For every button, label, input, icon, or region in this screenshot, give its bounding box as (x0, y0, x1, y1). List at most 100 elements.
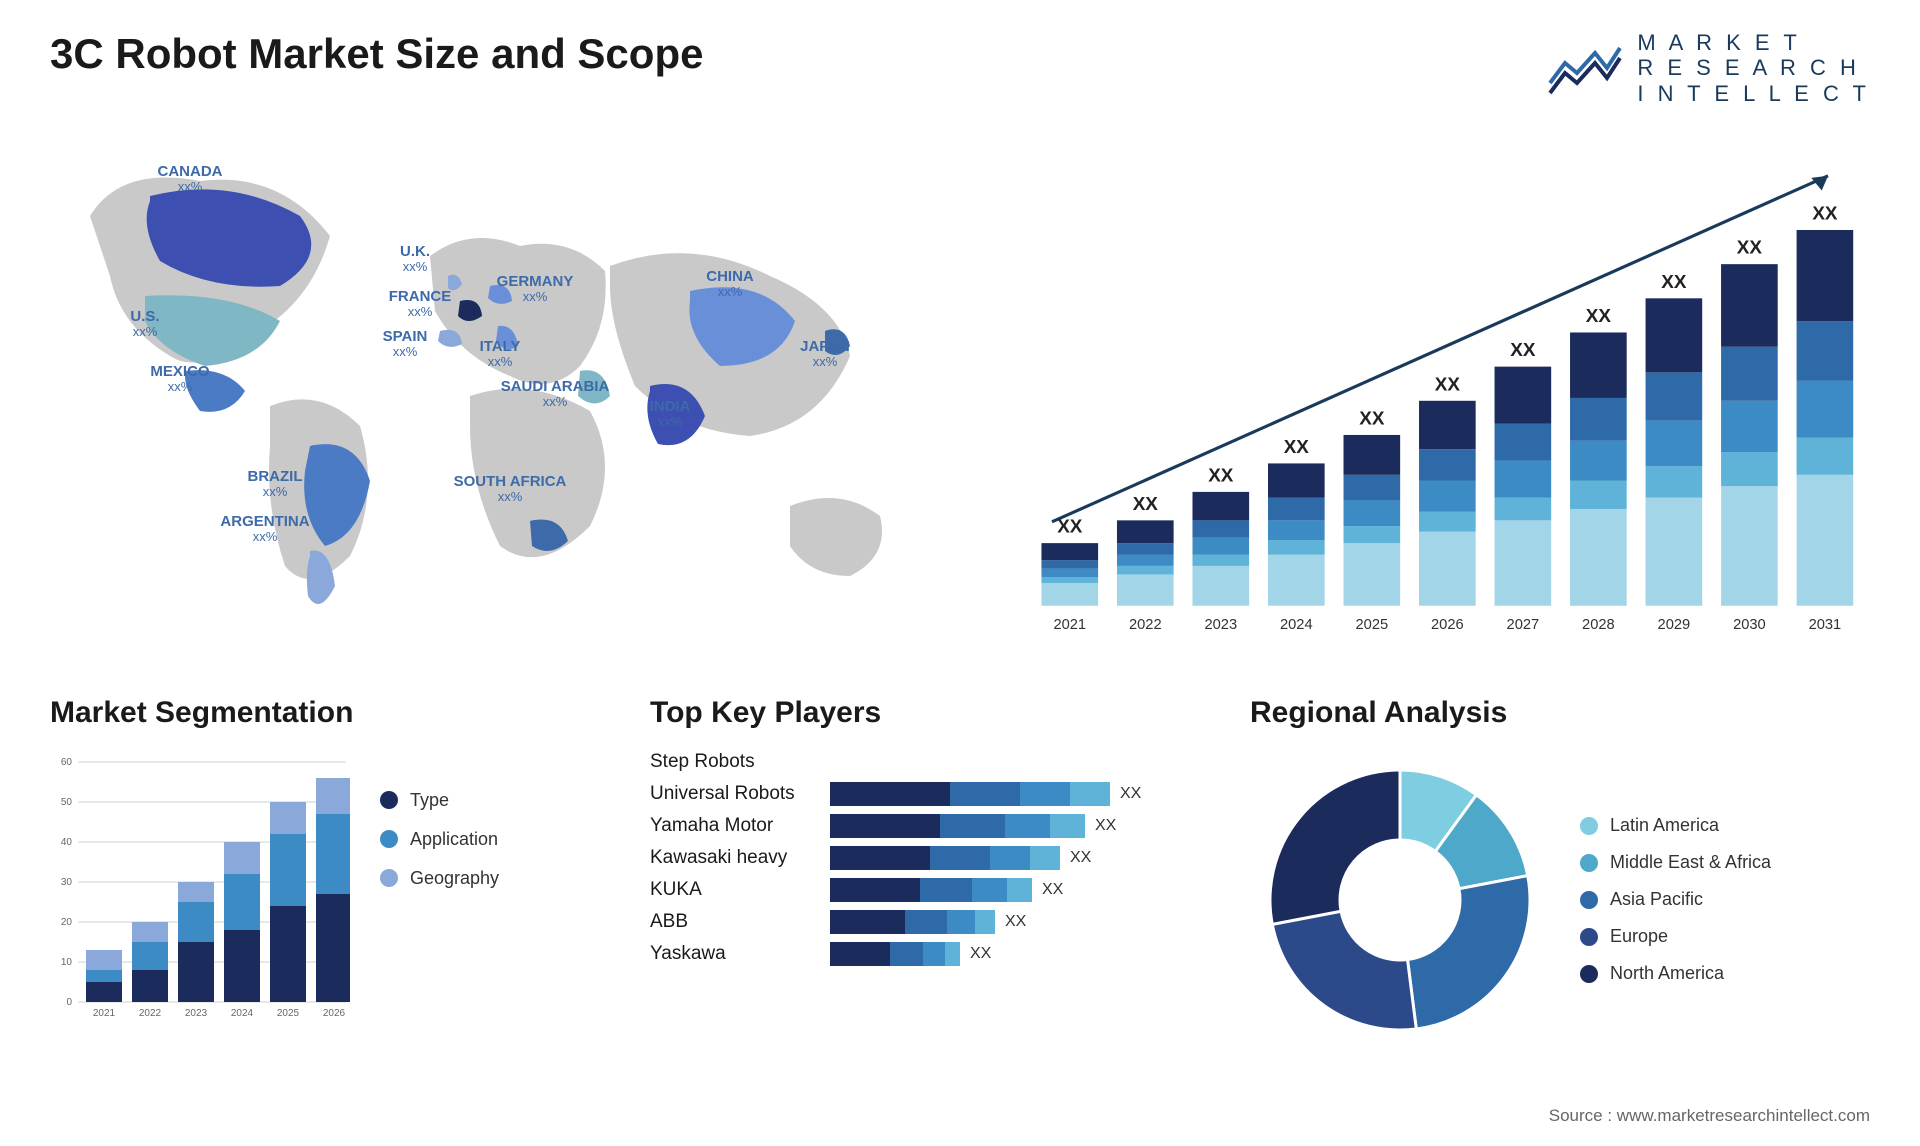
player-bar: XX (830, 878, 1210, 902)
svg-text:CANADA: CANADA (158, 163, 223, 180)
year-label: 2027 (1507, 617, 1540, 633)
logo-icon (1545, 38, 1625, 98)
player-name: Yamaha Motor (650, 815, 830, 837)
map-svg: CANADAxx%U.S.xx%MEXICOxx%BRAZILxx%ARGENT… (50, 126, 950, 666)
bar-value-label: XX (1812, 202, 1838, 223)
legend-label: Latin America (1610, 815, 1719, 836)
player-bar-segment (1005, 814, 1050, 838)
player-bar-segment (830, 942, 890, 966)
svg-text:CHINA: CHINA (706, 268, 754, 285)
player-bar-segment (940, 814, 1005, 838)
legend-dot (380, 869, 398, 887)
svg-text:xx%: xx% (543, 394, 568, 409)
segmentation-legend: Type Application Geography (380, 750, 499, 1030)
svg-text:JAPAN: JAPAN (800, 338, 850, 355)
bar-value-label: XX (1661, 271, 1687, 292)
legend-item: Application (380, 829, 499, 850)
donut-svg (1250, 750, 1550, 1050)
svg-text:30: 30 (61, 877, 73, 888)
logo-line-1: M A R K E T (1637, 30, 1870, 55)
svg-text:U.S.: U.S. (130, 308, 159, 325)
source-attribution: Source : www.marketresearchintellect.com (1549, 1106, 1870, 1126)
bar-value-label: XX (1510, 339, 1536, 360)
legend-dot (380, 791, 398, 809)
players-list: Step RobotsUniversal RobotsXXYamaha Moto… (650, 750, 1210, 966)
legend-item: Geography (380, 868, 499, 889)
regional-donut (1250, 750, 1550, 1050)
year-label: 2025 (1356, 617, 1389, 633)
svg-text:xx%: xx% (498, 489, 523, 504)
player-bar-segment (830, 814, 940, 838)
player-value: XX (1042, 881, 1063, 899)
svg-text:xx%: xx% (168, 379, 193, 394)
year-label: 2021 (1053, 617, 1086, 633)
bar-value-label: XX (1284, 436, 1310, 457)
player-row: Yamaha MotorXX (650, 814, 1210, 838)
player-bar-segment (990, 846, 1030, 870)
legend-label: Asia Pacific (1610, 889, 1703, 910)
page-title: 3C Robot Market Size and Scope (50, 30, 703, 78)
svg-text:2024: 2024 (231, 1008, 254, 1019)
legend-item: Type (380, 790, 499, 811)
svg-text:SOUTH AFRICA: SOUTH AFRICA (454, 473, 567, 490)
player-value: XX (970, 945, 991, 963)
logo-text: M A R K E T R E S E A R C H I N T E L L … (1637, 30, 1870, 106)
svg-text:U.K.: U.K. (400, 243, 430, 260)
legend-dot (1580, 891, 1598, 909)
player-bar-segment (950, 782, 1020, 806)
svg-text:BRAZIL: BRAZIL (248, 468, 303, 485)
legend-label: Geography (410, 868, 499, 889)
svg-text:20: 20 (61, 917, 73, 928)
player-name: Universal Robots (650, 783, 830, 805)
player-bar-segment (905, 910, 947, 934)
legend-item: Europe (1580, 926, 1771, 947)
forecast-chart: 2021XX2022XX2023XX2024XX2025XX2026XX2027… (1010, 126, 1870, 666)
legend-dot (1580, 817, 1598, 835)
legend-label: Type (410, 790, 449, 811)
brand-logo: M A R K E T R E S E A R C H I N T E L L … (1545, 30, 1870, 106)
header: 3C Robot Market Size and Scope M A R K E… (50, 30, 1870, 106)
player-row: Kawasaki heavyXX (650, 846, 1210, 870)
svg-text:SPAIN: SPAIN (383, 328, 428, 345)
svg-text:60: 60 (61, 757, 73, 768)
player-bar-segment (923, 942, 945, 966)
player-bar-segment (920, 878, 972, 902)
svg-text:xx%: xx% (488, 354, 513, 369)
bar-value-label: XX (1133, 493, 1159, 514)
legend-item: Asia Pacific (1580, 889, 1771, 910)
bar-value-label: XX (1359, 407, 1385, 428)
world-map: CANADAxx%U.S.xx%MEXICOxx%BRAZILxx%ARGENT… (50, 126, 950, 666)
svg-text:10: 10 (61, 957, 73, 968)
svg-text:SAUDI ARABIA: SAUDI ARABIA (501, 378, 610, 395)
svg-text:xx%: xx% (253, 529, 278, 544)
svg-text:xx%: xx% (408, 304, 433, 319)
bar-value-label: XX (1057, 516, 1083, 537)
bar-value-label: XX (1208, 464, 1234, 485)
legend-label: Middle East & Africa (1610, 852, 1771, 873)
segmentation-title: Market Segmentation (50, 696, 610, 730)
player-row: YaskawaXX (650, 942, 1210, 966)
svg-text:GERMANY: GERMANY (497, 273, 574, 290)
player-value: XX (1070, 849, 1091, 867)
segmentation-svg: 0102030405060202120222023202420252026 (50, 750, 350, 1030)
logo-line-2: R E S E A R C H (1637, 55, 1870, 80)
player-row: Universal RobotsXX (650, 782, 1210, 806)
player-row: KUKAXX (650, 878, 1210, 902)
legend-dot (380, 830, 398, 848)
svg-text:xx%: xx% (813, 354, 838, 369)
segmentation-block: Market Segmentation 01020304050602021202… (50, 696, 610, 1050)
legend-dot (1580, 965, 1598, 983)
svg-text:40: 40 (61, 837, 73, 848)
bottom-row: Market Segmentation 01020304050602021202… (50, 696, 1870, 1050)
player-bar-segment (890, 942, 923, 966)
player-bar: XX (830, 814, 1210, 838)
player-name: Step Robots (650, 751, 830, 773)
logo-line-3: I N T E L L E C T (1637, 81, 1870, 106)
player-bar: XX (830, 910, 1210, 934)
player-name: ABB (650, 911, 830, 933)
player-row: Step Robots (650, 750, 1210, 774)
year-label: 2022 (1129, 617, 1162, 633)
player-row: ABBXX (650, 910, 1210, 934)
legend-dot (1580, 854, 1598, 872)
top-row: CANADAxx%U.S.xx%MEXICOxx%BRAZILxx%ARGENT… (50, 126, 1870, 666)
